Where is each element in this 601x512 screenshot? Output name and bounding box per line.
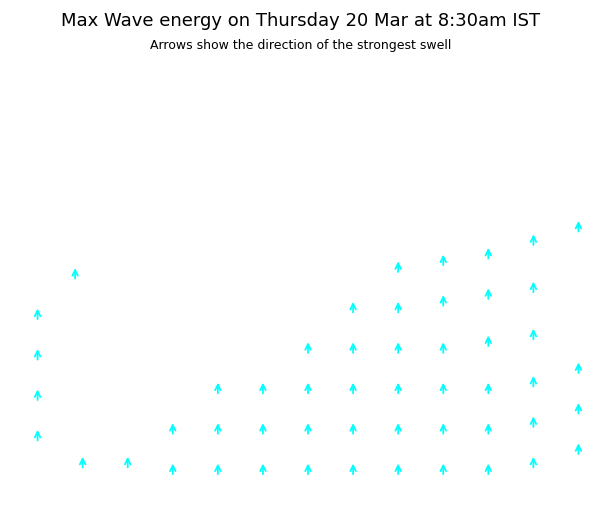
Text: Arrows show the direction of the strongest swell: Arrows show the direction of the stronge… <box>150 39 451 52</box>
Text: Max Wave energy on Thursday 20 Mar at 8:30am IST: Max Wave energy on Thursday 20 Mar at 8:… <box>61 12 540 30</box>
